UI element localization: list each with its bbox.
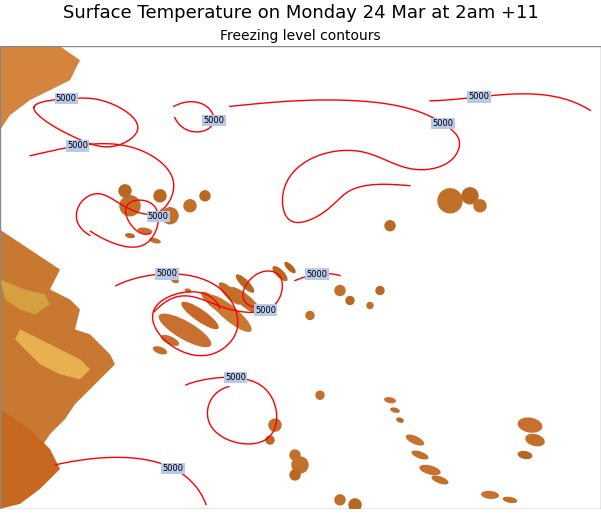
Circle shape <box>306 311 314 319</box>
Circle shape <box>292 457 308 473</box>
Circle shape <box>349 499 361 511</box>
Ellipse shape <box>419 465 441 475</box>
Polygon shape <box>0 409 60 509</box>
Text: 5000: 5000 <box>255 306 276 315</box>
Circle shape <box>385 221 395 231</box>
Ellipse shape <box>161 335 179 346</box>
Circle shape <box>335 495 345 505</box>
Circle shape <box>200 191 210 201</box>
Circle shape <box>119 185 131 197</box>
Text: Surface Temperature on Monday 24 Mar at 2am +11: Surface Temperature on Monday 24 Mar at … <box>63 4 538 22</box>
Text: 5000: 5000 <box>225 373 246 382</box>
Ellipse shape <box>149 238 161 244</box>
Ellipse shape <box>272 266 288 281</box>
Circle shape <box>154 190 166 202</box>
Circle shape <box>266 436 274 444</box>
Text: 5000: 5000 <box>203 116 224 125</box>
Text: 5000: 5000 <box>148 212 169 221</box>
Ellipse shape <box>432 475 448 484</box>
Ellipse shape <box>412 451 429 460</box>
Ellipse shape <box>517 417 542 433</box>
Circle shape <box>376 286 384 295</box>
Polygon shape <box>0 46 80 130</box>
Text: Freezing level contours: Freezing level contours <box>220 29 381 43</box>
Ellipse shape <box>153 346 167 355</box>
Text: 5000: 5000 <box>67 141 88 150</box>
Circle shape <box>367 302 373 308</box>
Circle shape <box>462 188 478 204</box>
Ellipse shape <box>525 434 545 446</box>
Ellipse shape <box>396 417 404 423</box>
Circle shape <box>316 391 324 399</box>
Text: 5000: 5000 <box>163 464 184 473</box>
Polygon shape <box>0 280 50 315</box>
Text: 5000: 5000 <box>433 119 454 128</box>
Ellipse shape <box>517 451 532 459</box>
Ellipse shape <box>406 434 424 446</box>
Text: 5000: 5000 <box>157 269 178 278</box>
Ellipse shape <box>182 302 219 329</box>
Ellipse shape <box>219 282 241 305</box>
Polygon shape <box>15 329 90 379</box>
Circle shape <box>269 419 281 431</box>
Circle shape <box>290 470 300 480</box>
Circle shape <box>184 200 196 212</box>
Ellipse shape <box>284 262 296 273</box>
Circle shape <box>438 189 462 213</box>
Text: 5000: 5000 <box>307 270 328 279</box>
Ellipse shape <box>209 295 252 332</box>
Ellipse shape <box>384 397 396 403</box>
Circle shape <box>162 208 178 224</box>
Circle shape <box>346 297 354 304</box>
Circle shape <box>120 196 140 216</box>
Circle shape <box>474 200 486 212</box>
Ellipse shape <box>125 233 135 238</box>
Polygon shape <box>0 230 115 509</box>
Ellipse shape <box>185 288 192 292</box>
Ellipse shape <box>201 291 229 315</box>
Text: 5000: 5000 <box>56 94 77 103</box>
Ellipse shape <box>236 274 254 293</box>
Ellipse shape <box>171 278 179 283</box>
Ellipse shape <box>502 497 517 503</box>
Circle shape <box>290 450 300 460</box>
Ellipse shape <box>138 228 153 234</box>
Ellipse shape <box>229 287 261 314</box>
Circle shape <box>335 286 345 296</box>
Text: 5000: 5000 <box>468 93 489 101</box>
Ellipse shape <box>159 314 212 347</box>
Ellipse shape <box>481 491 499 499</box>
Ellipse shape <box>390 408 400 413</box>
